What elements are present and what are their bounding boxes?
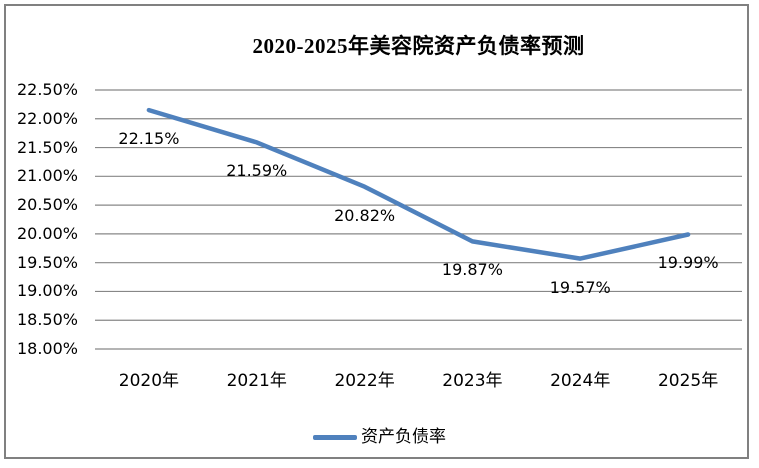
y-axis-tick-label: 20.00% xyxy=(16,223,78,243)
x-axis-tick-label: 2023年 xyxy=(442,371,503,391)
legend: 资产负债率 xyxy=(0,428,759,446)
data-label: 19.57% xyxy=(549,277,611,297)
y-axis-tick-label: 19.50% xyxy=(16,252,78,272)
x-axis-tick-label: 2022年 xyxy=(334,371,395,391)
legend-line-swatch-icon xyxy=(313,434,357,440)
x-axis-tick-label: 2024年 xyxy=(550,371,611,391)
data-label: 22.15% xyxy=(118,129,180,149)
x-axis-tick-label: 2020年 xyxy=(118,371,180,391)
y-axis-tick-label: 21.00% xyxy=(16,166,78,186)
y-axis-tick-label: 22.00% xyxy=(16,108,78,128)
x-axis-tick-label: 2021年 xyxy=(226,371,287,391)
data-label: 21.59% xyxy=(226,161,288,181)
data-label: 20.82% xyxy=(334,205,396,225)
x-axis-tick-label: 2025年 xyxy=(657,371,719,391)
y-axis-tick-label: 20.50% xyxy=(16,195,78,215)
legend-series-label: 资产负债率 xyxy=(361,427,446,447)
data-label: 19.99% xyxy=(657,253,719,273)
y-axis-tick-label: 18.00% xyxy=(16,339,78,358)
gridlines xyxy=(95,89,742,350)
y-axis-tick-label: 21.50% xyxy=(16,137,78,157)
data-label: 19.87% xyxy=(441,260,503,280)
series-line xyxy=(146,107,691,261)
y-axis-tick-label: 19.00% xyxy=(16,281,78,301)
y-axis-tick-label: 18.50% xyxy=(16,310,78,330)
chart-title: 2020-2025年美容院资产负债率预测 xyxy=(252,34,585,58)
y-axis-tick-label: 22.50% xyxy=(16,80,78,99)
